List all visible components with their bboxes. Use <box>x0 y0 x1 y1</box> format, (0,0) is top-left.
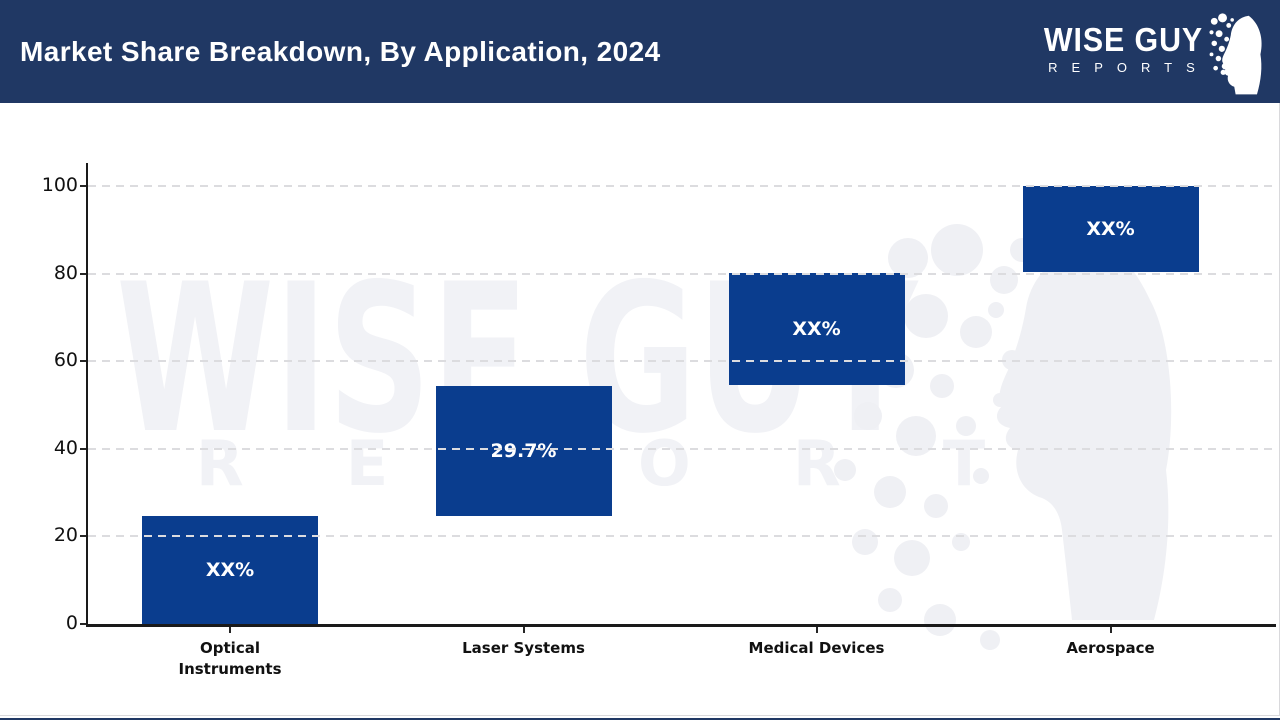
y-tick-label-80: 80 <box>53 261 78 284</box>
bar-optical-instruments: XX% <box>142 515 318 624</box>
y-tick-0 <box>80 623 86 625</box>
watermark-subtext: R E P O R T S <box>196 427 1180 500</box>
brand-name: WISE GUY <box>1043 21 1204 58</box>
brand-subtitle: REPORTS <box>1048 60 1209 75</box>
gridline-40 <box>88 447 1276 450</box>
x-tick-3 <box>1109 626 1112 633</box>
x-label-0: Optical Instruments <box>178 639 282 678</box>
x-label-1: Laser Systems <box>462 639 585 657</box>
y-tick-80 <box>80 272 86 275</box>
x-label-2: Medical Devices <box>748 639 885 657</box>
gridline-60 <box>88 360 1276 363</box>
header-bar: Market Share Breakdown, By Application, … <box>0 0 1280 103</box>
bar-aerospace: XX% <box>1022 186 1199 273</box>
bar-value-label: 29.7% <box>490 439 557 462</box>
gridline-100 <box>88 185 1276 187</box>
brand-logo: WISE GUY REPORTS <box>1018 6 1268 98</box>
brand-face-icon <box>1209 13 1262 95</box>
y-tick-label-40: 40 <box>53 436 78 459</box>
bar-value-label: XX% <box>792 318 841 341</box>
bottom-gap <box>0 716 1280 718</box>
y-tick-100 <box>80 185 86 187</box>
y-tick-label-100: 100 <box>41 174 78 196</box>
gridline-20 <box>88 535 1276 538</box>
y-tick-20 <box>80 535 86 538</box>
bar-laser-systems: 29.7% <box>435 385 612 516</box>
y-tick-label-60: 60 <box>53 349 78 372</box>
y-tick-label-20: 20 <box>53 524 78 547</box>
y-tick-60 <box>80 360 86 363</box>
bar-value-label: XX% <box>205 558 255 581</box>
page-title: Market Share Breakdown, By Application, … <box>20 35 661 67</box>
x-tick-2 <box>815 626 818 633</box>
chart-canvas: WISE GUY R E P O R T S 020406080100XX%Op… <box>0 103 1280 716</box>
x-axis-spine <box>86 624 1276 627</box>
bar-value-label: XX% <box>1086 218 1135 241</box>
footer-accent-bar <box>0 718 1280 720</box>
x-tick-0 <box>229 626 231 633</box>
y-tick-label-0: 0 <box>65 612 78 634</box>
y-tick-40 <box>80 447 86 450</box>
x-label-3: Aerospace <box>1066 639 1155 657</box>
brand-logo-text: WISE GUY REPORTS <box>1037 22 1210 76</box>
y-axis-spine <box>86 163 88 626</box>
gridline-80 <box>88 272 1276 275</box>
x-tick-1 <box>522 626 525 633</box>
bar-medical-devices: XX% <box>728 273 905 386</box>
